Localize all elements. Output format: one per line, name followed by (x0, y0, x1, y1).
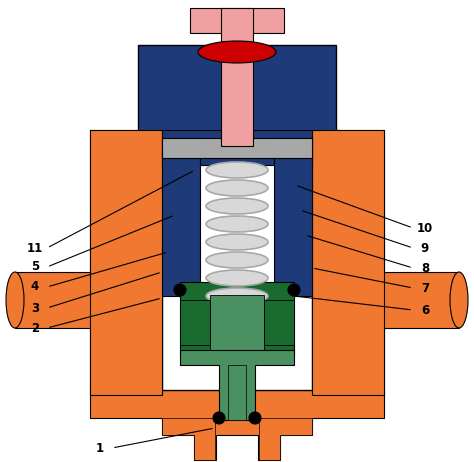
Polygon shape (175, 80, 299, 138)
Polygon shape (259, 418, 312, 460)
Ellipse shape (206, 198, 268, 214)
Text: 9: 9 (421, 242, 429, 255)
Polygon shape (228, 365, 246, 420)
Ellipse shape (206, 288, 268, 304)
Bar (162, 138, 312, 158)
Ellipse shape (206, 234, 268, 250)
Bar (162, 138, 200, 296)
Polygon shape (312, 130, 384, 395)
Polygon shape (180, 282, 294, 355)
Ellipse shape (206, 180, 268, 196)
Polygon shape (180, 300, 210, 345)
Polygon shape (90, 130, 162, 395)
Polygon shape (210, 295, 264, 350)
Polygon shape (162, 418, 215, 460)
Text: 8: 8 (421, 261, 429, 274)
Ellipse shape (206, 252, 268, 268)
Circle shape (213, 412, 225, 424)
Circle shape (288, 284, 300, 296)
Polygon shape (90, 390, 384, 460)
Bar (274, 138, 312, 296)
Polygon shape (264, 300, 294, 345)
Polygon shape (15, 272, 162, 328)
Text: 10: 10 (417, 221, 433, 235)
Ellipse shape (198, 41, 276, 63)
Text: 1: 1 (96, 442, 104, 455)
Text: 11: 11 (27, 242, 43, 255)
Polygon shape (312, 130, 384, 395)
Text: 2: 2 (31, 322, 39, 334)
Ellipse shape (206, 216, 268, 232)
Text: 3: 3 (31, 302, 39, 315)
Bar (221, 8, 253, 146)
Polygon shape (138, 45, 336, 138)
Polygon shape (90, 130, 162, 395)
Bar (162, 130, 312, 390)
Ellipse shape (206, 270, 268, 286)
Polygon shape (162, 130, 312, 165)
Circle shape (174, 284, 186, 296)
Bar (190, 8, 284, 33)
Text: 6: 6 (421, 304, 429, 316)
Ellipse shape (450, 272, 468, 328)
Text: 7: 7 (421, 281, 429, 294)
Text: 5: 5 (31, 261, 39, 274)
Text: 4: 4 (31, 280, 39, 293)
Circle shape (249, 412, 261, 424)
Polygon shape (180, 350, 294, 420)
Ellipse shape (206, 162, 268, 178)
Polygon shape (312, 272, 459, 328)
Ellipse shape (6, 272, 24, 328)
